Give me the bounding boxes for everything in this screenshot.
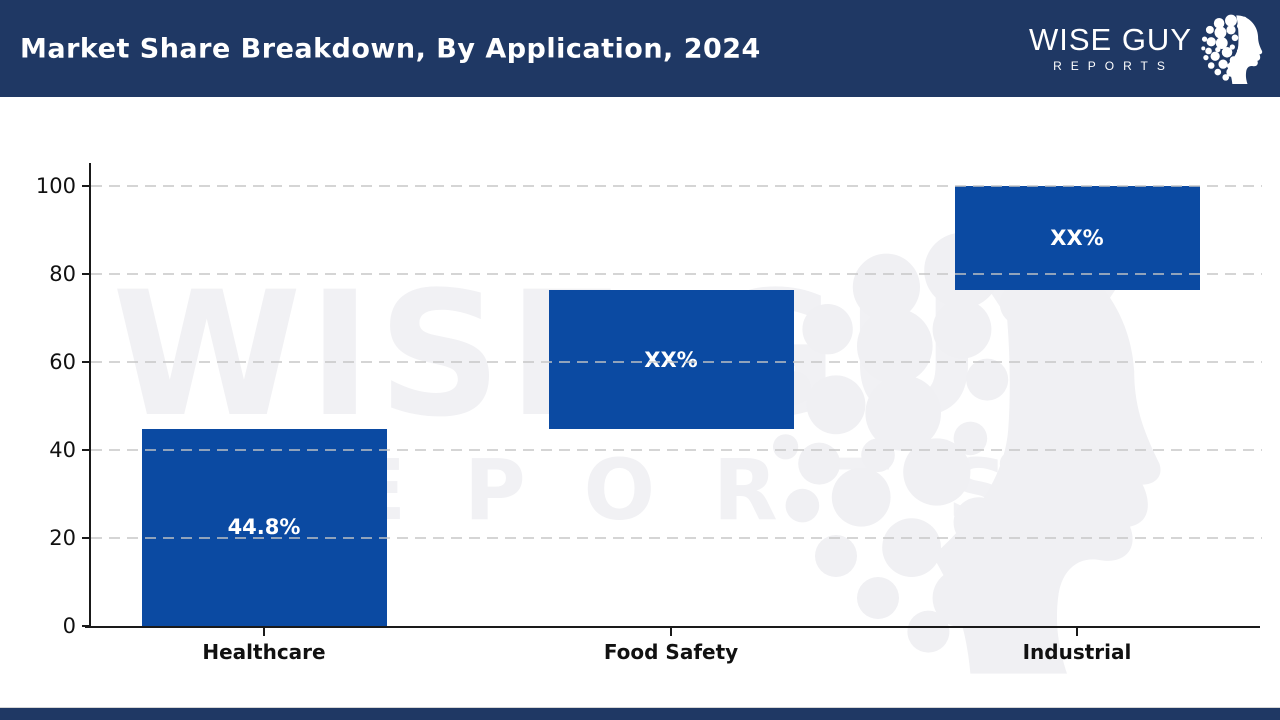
logo-wordmark: WISE GUY	[1028, 22, 1192, 57]
page-title: Market Share Breakdown, By Application, …	[20, 33, 761, 64]
y-tick-mark-60	[82, 361, 90, 363]
chart-body: WISE GUY REPORTS 020406080100HealthcareF…	[0, 97, 1280, 708]
footer-bar	[0, 708, 1280, 720]
bar-value-label-2: XX%	[1050, 226, 1104, 251]
y-tick-mark-100	[82, 185, 90, 187]
footer-divider	[0, 707, 1280, 708]
y-tick-label-20: 20	[49, 526, 76, 550]
bar-value-label-1: XX%	[644, 347, 698, 372]
y-tick-label-40: 40	[49, 438, 76, 462]
y-tick-label-60: 60	[49, 350, 76, 374]
wiseguy-face-icon	[1201, 14, 1263, 84]
y-tick-mark-40	[82, 449, 90, 451]
x-tick-mark-0	[263, 628, 265, 636]
category-label-0: Healthcare	[202, 640, 326, 664]
gridline-20	[91, 537, 1262, 539]
y-tick-mark-0	[82, 625, 90, 627]
y-tick-mark-20	[82, 537, 90, 539]
x-tick-mark-2	[1076, 628, 1078, 636]
bar-Healthcare[interactable]: 44.8%	[141, 428, 387, 626]
x-tick-mark-1	[670, 628, 672, 636]
gridline-100	[91, 185, 1262, 187]
category-label-2: Industrial	[1022, 640, 1132, 664]
y-axis-spine	[89, 163, 91, 628]
header-bar: Market Share Breakdown, By Application, …	[0, 0, 1280, 97]
logo-text: WISE GUY REPORTS	[1029, 24, 1192, 74]
x-axis-spine	[85, 626, 1260, 628]
category-label-1: Food Safety	[603, 640, 739, 664]
bar-Industrial[interactable]: XX%	[954, 186, 1200, 291]
y-tick-label-0: 0	[62, 614, 76, 638]
bar-Food Safety[interactable]: XX%	[548, 290, 794, 429]
gridline-80	[91, 273, 1262, 275]
wiseguy-logo: WISE GUY REPORTS	[1029, 6, 1264, 92]
y-tick-label-100: 100	[35, 174, 76, 198]
gridline-60	[91, 361, 1262, 363]
y-tick-label-80: 80	[49, 262, 76, 286]
bar-value-label-0: 44.8%	[227, 515, 301, 540]
gridline-40	[91, 449, 1262, 451]
y-tick-mark-80	[82, 273, 90, 275]
logo-subtitle: REPORTS	[1053, 59, 1174, 73]
